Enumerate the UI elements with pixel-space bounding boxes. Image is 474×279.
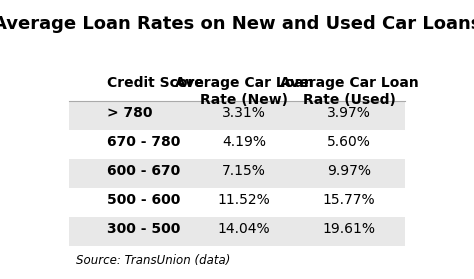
Text: > 780: > 780 <box>108 106 153 120</box>
Text: Average Loan Rates on New and Used Car Loans: Average Loan Rates on New and Used Car L… <box>0 15 474 33</box>
Text: 600 - 670: 600 - 670 <box>108 164 181 178</box>
Text: 3.31%: 3.31% <box>222 106 266 120</box>
Text: 19.61%: 19.61% <box>323 222 375 236</box>
Text: 3.97%: 3.97% <box>327 106 371 120</box>
Text: 7.15%: 7.15% <box>222 164 266 178</box>
Text: Source: TransUnion (data): Source: TransUnion (data) <box>76 254 230 266</box>
Text: 500 - 600: 500 - 600 <box>108 193 181 207</box>
Text: Average Car Loan
Rate (New): Average Car Loan Rate (New) <box>174 76 313 107</box>
Text: 300 - 500: 300 - 500 <box>108 222 181 236</box>
Text: 9.97%: 9.97% <box>327 164 371 178</box>
FancyBboxPatch shape <box>69 101 405 130</box>
FancyBboxPatch shape <box>69 217 405 246</box>
Text: 14.04%: 14.04% <box>218 222 270 236</box>
Text: 4.19%: 4.19% <box>222 135 266 149</box>
FancyBboxPatch shape <box>69 159 405 188</box>
Text: 5.60%: 5.60% <box>327 135 371 149</box>
Text: Average Car Loan
Rate (Used): Average Car Loan Rate (Used) <box>280 76 419 107</box>
Text: 11.52%: 11.52% <box>218 193 270 207</box>
Text: 670 - 780: 670 - 780 <box>108 135 181 149</box>
Text: Credit Score: Credit Score <box>108 76 204 90</box>
Text: 15.77%: 15.77% <box>323 193 375 207</box>
